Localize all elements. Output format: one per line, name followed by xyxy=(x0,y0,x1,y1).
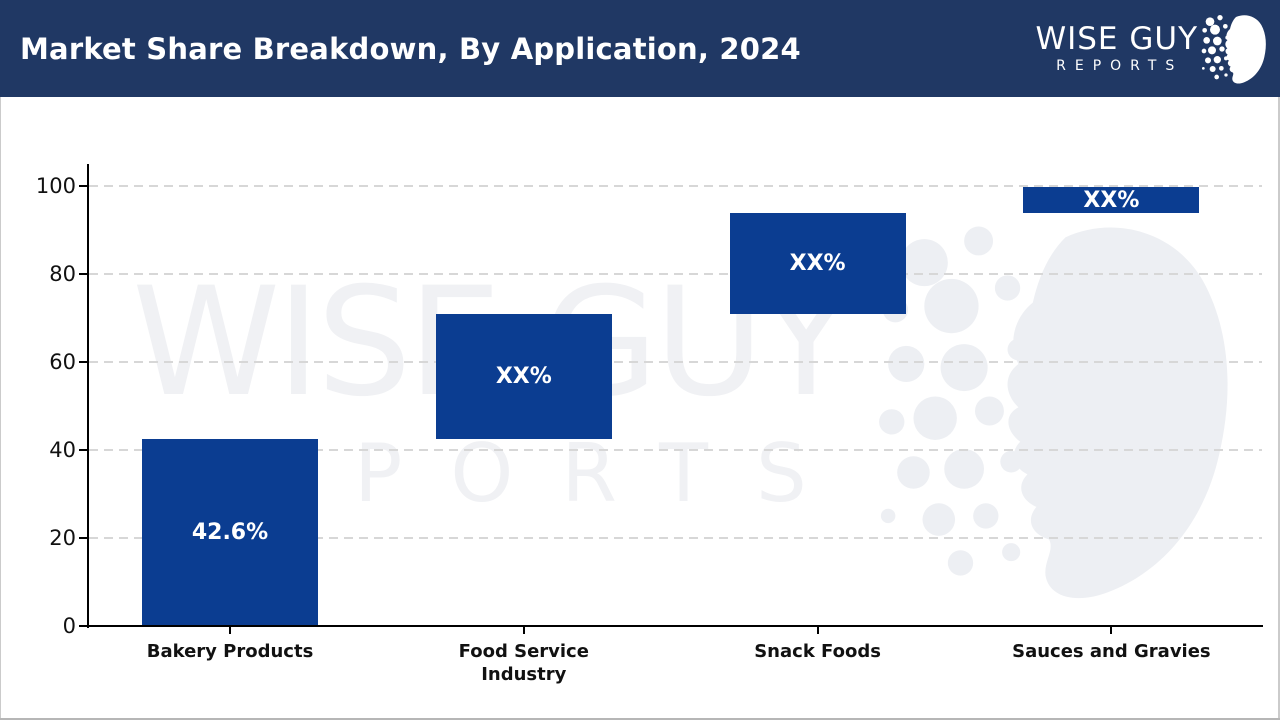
header: Market Share Breakdown, By Application, … xyxy=(0,0,1280,97)
y-tick-label: 40 xyxy=(49,438,76,462)
y-tick-label: 100 xyxy=(35,174,76,198)
page-border-left xyxy=(0,97,1,720)
bar: XX% xyxy=(1023,187,1200,214)
x-axis-label: Snack Foods xyxy=(754,641,881,662)
bar: XX% xyxy=(729,213,906,314)
gridline xyxy=(89,361,1262,363)
watermark-face-icon xyxy=(879,226,1228,599)
gridline xyxy=(89,185,1262,187)
page-border-bottom xyxy=(0,718,1280,720)
y-axis-line xyxy=(87,164,89,628)
bar-value-label: XX% xyxy=(1083,187,1140,213)
bar: 42.6% xyxy=(142,438,318,626)
x-axis-line xyxy=(87,625,1263,627)
x-axis-label: Bakery Products xyxy=(146,641,314,662)
bar-value-label: XX% xyxy=(495,363,552,389)
y-tick-mark xyxy=(79,625,87,627)
y-tick-mark xyxy=(79,361,87,363)
x-tick-mark xyxy=(522,627,525,634)
y-tick-label: 60 xyxy=(49,350,76,374)
y-tick-mark xyxy=(79,537,87,539)
x-axis-label: Food Service Industry xyxy=(458,641,589,685)
x-tick-mark xyxy=(816,627,819,634)
bar-value-label: 42.6% xyxy=(191,519,269,545)
x-tick-mark xyxy=(229,627,231,634)
gridline xyxy=(89,537,1262,539)
y-tick-label: 0 xyxy=(62,614,76,638)
logo-subtext: REPORTS xyxy=(1056,57,1184,74)
bar: XX% xyxy=(435,313,612,439)
page-title: Market Share Breakdown, By Application, … xyxy=(20,31,801,66)
x-axis-label: Sauces and Gravies xyxy=(1012,641,1211,662)
logo-text: WISE GUY REPORTS xyxy=(1035,23,1198,74)
x-tick-mark xyxy=(1110,627,1113,634)
gridline xyxy=(89,449,1262,451)
bar-value-label: XX% xyxy=(789,250,846,276)
wiseguy-face-icon xyxy=(1201,14,1266,83)
y-tick-label: 20 xyxy=(49,526,76,550)
wiseguy-logo: WISE GUY REPORTS xyxy=(1035,12,1270,86)
y-tick-mark xyxy=(79,449,87,451)
y-tick-mark xyxy=(79,185,87,187)
gridline xyxy=(89,273,1262,275)
y-tick-mark xyxy=(79,273,87,275)
y-tick-label: 80 xyxy=(49,262,76,286)
page-border-right xyxy=(1278,97,1280,720)
logo-wordmark: WISE GUY xyxy=(1035,21,1198,58)
